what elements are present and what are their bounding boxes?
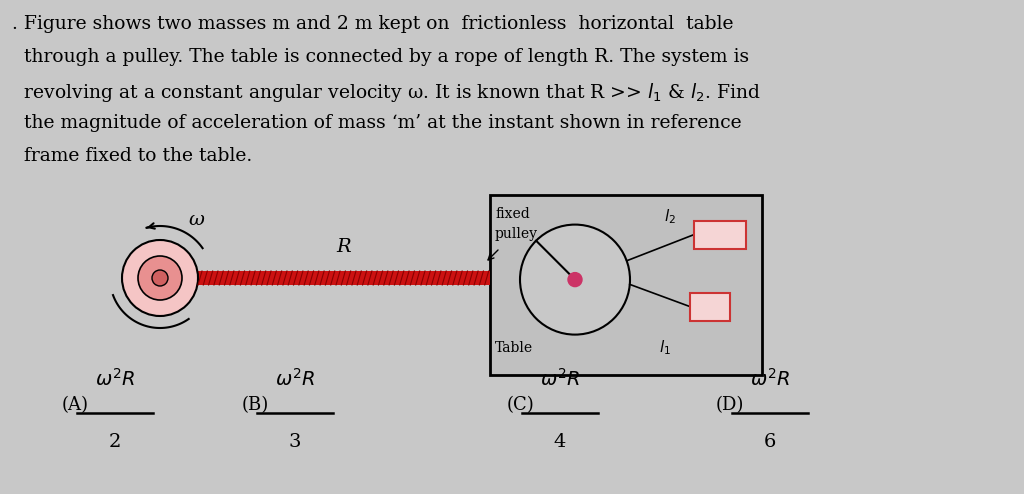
Text: (A): (A) [61,396,88,414]
Text: $\omega^2R$: $\omega^2R$ [274,368,315,390]
Bar [694,221,746,248]
Text: 2: 2 [109,433,121,451]
Text: $\omega^2R$: $\omega^2R$ [540,368,580,390]
Bar [690,292,730,321]
Text: $l_2$: $l_2$ [665,207,676,226]
Text: frame fixed to the table.: frame fixed to the table. [12,147,252,165]
Text: (B): (B) [242,396,268,414]
Text: Table: Table [495,341,534,355]
Text: fixed: fixed [495,207,529,221]
Bar [490,195,762,375]
Circle shape [568,273,582,287]
Text: (C): (C) [506,396,534,414]
Text: $\omega^2R$: $\omega^2R$ [95,368,135,390]
Circle shape [520,225,630,334]
Bar [198,271,490,285]
Text: through a pulley. The table is connected by a rope of length R. The system is: through a pulley. The table is connected… [12,48,750,66]
Text: 4: 4 [554,433,566,451]
Text: $\omega^2R$: $\omega^2R$ [750,368,791,390]
Text: the magnitude of acceleration of mass ‘m’ at the instant shown in reference: the magnitude of acceleration of mass ‘m… [12,114,741,132]
Text: 2m: 2m [708,228,732,242]
Text: pulley: pulley [495,227,538,241]
Circle shape [138,256,182,300]
Text: . Figure shows two masses m and 2 m kept on  frictionless  horizontal  table: . Figure shows two masses m and 2 m kept… [12,15,733,33]
Text: m: m [702,299,717,314]
Text: R: R [337,238,351,256]
Text: 6: 6 [764,433,776,451]
Text: 3: 3 [289,433,301,451]
Circle shape [152,270,168,286]
Text: (D): (D) [716,396,744,414]
Circle shape [122,240,198,316]
Text: ω: ω [188,211,204,229]
Text: revolving at a constant angular velocity ω. It is known that R >> $l_1$ & $l_2$.: revolving at a constant angular velocity… [12,81,761,104]
Text: $l_1$: $l_1$ [658,338,671,357]
